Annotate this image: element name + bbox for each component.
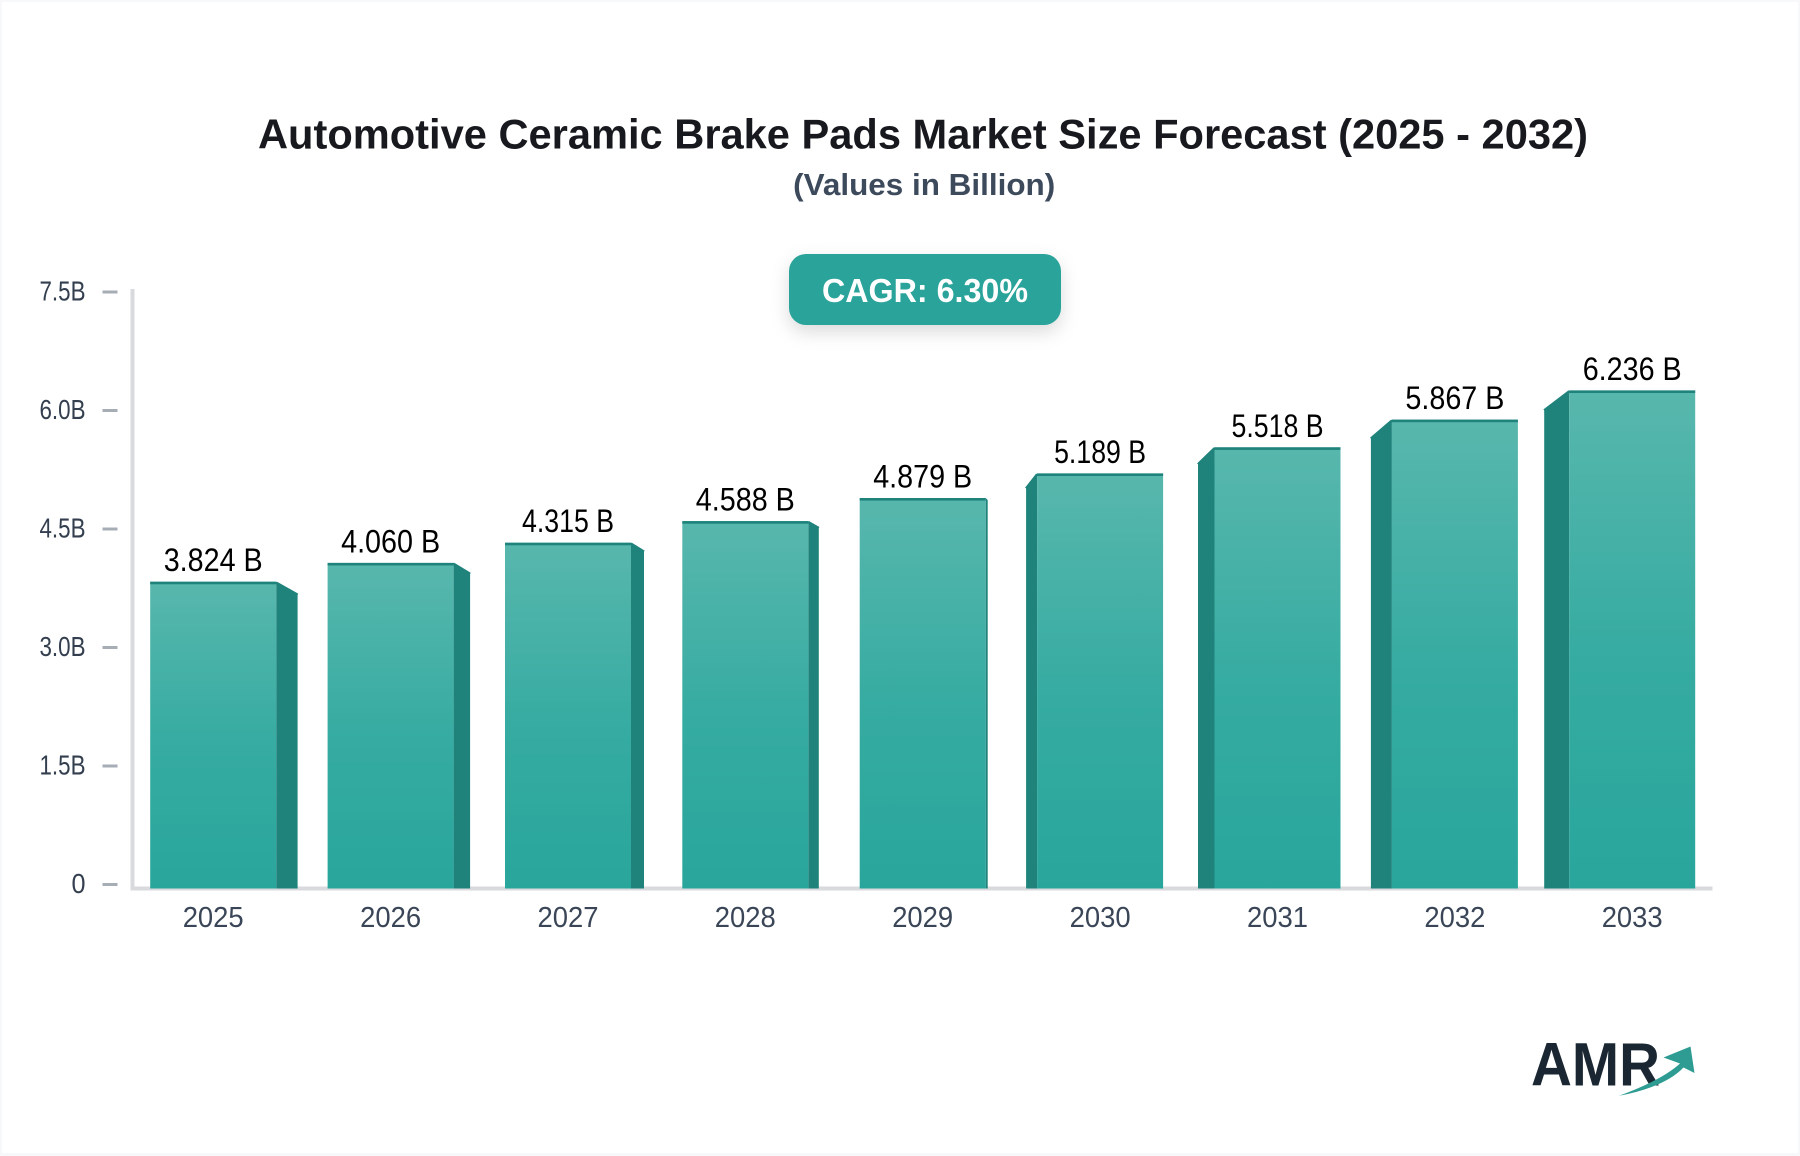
svg-text:5.867 B: 5.867 B <box>1405 380 1504 416</box>
svg-text:0: 0 <box>72 868 86 899</box>
svg-text:2029: 2029 <box>892 902 953 934</box>
svg-text:3.0B: 3.0B <box>40 631 86 662</box>
svg-text:4.879 B: 4.879 B <box>873 459 972 495</box>
svg-text:5.518 B: 5.518 B <box>1232 408 1324 444</box>
svg-text:7.5B: 7.5B <box>40 276 86 307</box>
svg-text:5.189 B: 5.189 B <box>1054 434 1146 470</box>
svg-text:2028: 2028 <box>715 902 776 934</box>
svg-text:(Values in Billion): (Values in Billion) <box>793 168 1055 202</box>
svg-text:2026: 2026 <box>360 902 421 934</box>
svg-text:2031: 2031 <box>1247 902 1308 934</box>
svg-text:6.0B: 6.0B <box>40 394 86 425</box>
svg-text:2030: 2030 <box>1070 902 1131 934</box>
svg-text:2033: 2033 <box>1602 902 1663 934</box>
svg-text:4.5B: 4.5B <box>40 513 86 544</box>
svg-text:AMR: AMR <box>1531 1031 1660 1099</box>
svg-text:1.5B: 1.5B <box>40 750 86 781</box>
svg-text:4.060 B: 4.060 B <box>341 523 440 559</box>
svg-text:CAGR: 6.30%: CAGR: 6.30% <box>822 272 1028 309</box>
svg-text:2025: 2025 <box>183 902 244 934</box>
svg-text:3.824 B: 3.824 B <box>164 542 263 578</box>
svg-text:2027: 2027 <box>538 902 599 934</box>
svg-text:2032: 2032 <box>1424 902 1485 934</box>
svg-text:6.236 B: 6.236 B <box>1583 351 1682 387</box>
svg-text:Automotive Ceramic Brake Pads: Automotive Ceramic Brake Pads Market Siz… <box>258 110 1588 157</box>
svg-text:4.315 B: 4.315 B <box>522 503 614 539</box>
svg-text:4.588 B: 4.588 B <box>696 482 795 518</box>
